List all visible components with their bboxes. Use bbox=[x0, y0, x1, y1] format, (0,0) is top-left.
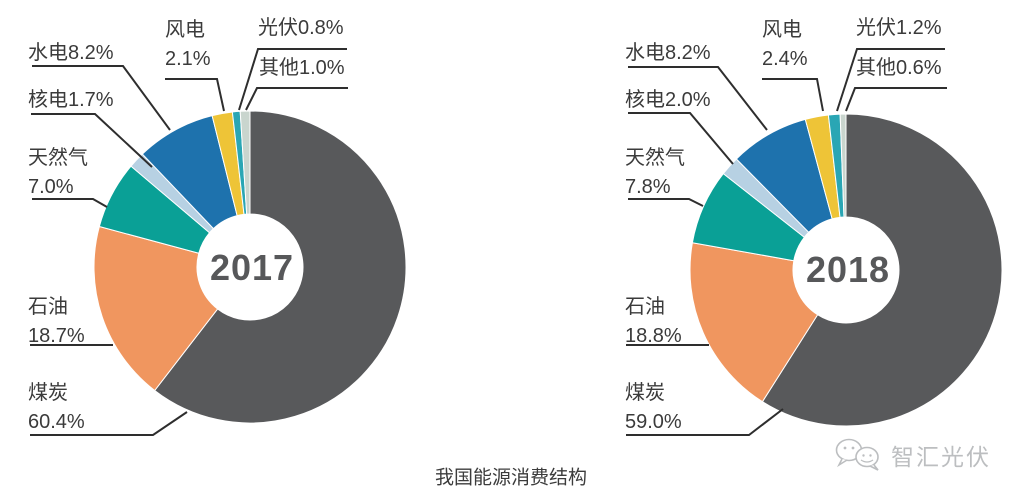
segment-percent: 2.4% bbox=[762, 48, 808, 70]
segment-percent: 2.1% bbox=[165, 48, 211, 70]
segment-name: 石油 bbox=[625, 296, 665, 318]
chart-2017-label-solar: 光伏0.8% bbox=[258, 17, 344, 39]
chart-2018-leader-line-gas bbox=[628, 198, 704, 207]
segment-name: 煤炭 bbox=[28, 382, 68, 404]
segment-name: 其他 bbox=[856, 57, 896, 79]
chart-2017-leader-line-nuclear bbox=[31, 113, 153, 168]
segment-name: 水电 bbox=[28, 42, 68, 64]
segment-percent: 18.7% bbox=[28, 325, 85, 347]
chart-2018-leader-line-other bbox=[845, 87, 947, 112]
chart-2017-slice-other bbox=[239, 110, 251, 215]
chart-2018-leader-line-wind bbox=[762, 78, 824, 112]
chart-2018-leader-line-coal bbox=[626, 408, 784, 436]
segment-name: 风电 bbox=[165, 19, 205, 41]
segment-name: 石油 bbox=[28, 296, 68, 318]
chart-2018-label-coal: 煤炭 59.0% bbox=[625, 379, 682, 437]
chart-2018-slice-coal bbox=[761, 113, 1003, 427]
chart-2017-label-gas: 天然气 7.0% bbox=[28, 144, 88, 202]
chart-2018-label-oil: 石油 18.8% bbox=[625, 293, 682, 351]
segment-name: 水电 bbox=[625, 42, 665, 64]
segment-percent: 59.0% bbox=[625, 411, 682, 433]
segment-name: 天然气 bbox=[625, 147, 685, 169]
segment-percent: 18.8% bbox=[625, 325, 682, 347]
chart-2017-leader-line-coal bbox=[30, 411, 188, 436]
chart-2018-slice-other bbox=[839, 113, 847, 218]
chart-2017-label-coal: 煤炭 60.4% bbox=[28, 379, 85, 437]
segment-name: 光伏 bbox=[258, 17, 298, 39]
chart-2017-label-nuclear: 核电1.7% bbox=[28, 89, 114, 111]
chart-2018-label-wind: 风电 2.4% bbox=[762, 16, 808, 74]
chart-2018-label-hydro: 水电8.2% bbox=[625, 42, 711, 64]
segment-name: 其他 bbox=[259, 57, 299, 79]
chart-2018-leader-line-solar bbox=[836, 48, 945, 112]
segment-name: 风电 bbox=[762, 19, 802, 41]
chart-2018-slice-oil bbox=[689, 242, 819, 403]
chart-2018-label-other: 其他0.6% bbox=[856, 57, 942, 79]
chart-2017-label-hydro: 水电8.2% bbox=[28, 42, 114, 64]
segment-name: 核电 bbox=[28, 89, 68, 111]
segment-percent: 8.2% bbox=[68, 42, 114, 64]
segment-percent: 1.0% bbox=[299, 57, 345, 79]
segment-name: 煤炭 bbox=[625, 382, 665, 404]
segment-percent: 2.0% bbox=[665, 89, 711, 111]
chart-2017-label-other: 其他1.0% bbox=[259, 57, 345, 79]
chart-2018-leader-line-nuclear bbox=[628, 112, 734, 165]
watermark-text: 智汇光伏 bbox=[891, 444, 991, 470]
segment-name: 天然气 bbox=[28, 147, 88, 169]
segment-percent: 0.6% bbox=[896, 57, 942, 79]
donut-center-year-2018: 2018 bbox=[805, 249, 891, 290]
chart-2018-label-gas: 天然气 7.8% bbox=[625, 144, 685, 202]
chart-2017-label-wind: 风电 2.1% bbox=[165, 16, 211, 74]
segment-percent: 1.7% bbox=[68, 89, 114, 111]
donut-center-year-2017: 2017 bbox=[209, 247, 295, 288]
chart-2017-slice-oil bbox=[93, 226, 219, 391]
segment-percent: 60.4% bbox=[28, 411, 85, 433]
chart-2018-label-nuclear: 核电2.0% bbox=[625, 89, 711, 111]
chart-2017-label-oil: 石油 18.7% bbox=[28, 293, 85, 351]
segment-name: 核电 bbox=[625, 89, 665, 111]
segment-percent: 7.0% bbox=[28, 176, 74, 198]
chart-2017-leader-line-wind bbox=[165, 78, 225, 112]
wechat-icon bbox=[835, 438, 879, 471]
chart-2017-slice-coal bbox=[154, 110, 407, 424]
chart-2017-leader-line-gas bbox=[32, 198, 108, 208]
segment-name: 光伏 bbox=[856, 17, 896, 39]
segment-percent: 8.2% bbox=[665, 42, 711, 64]
chart-2018-label-solar: 光伏1.2% bbox=[856, 17, 942, 39]
chart-2018-leader-line-hydro bbox=[628, 66, 768, 131]
chart-2017-leader-line-other bbox=[245, 87, 348, 111]
chart-2017-leader-line-solar bbox=[238, 48, 347, 111]
segment-percent: 0.8% bbox=[298, 17, 344, 39]
chart-title: 我国能源消费结构 bbox=[434, 467, 588, 489]
segment-percent: 1.2% bbox=[896, 17, 942, 39]
segment-percent: 7.8% bbox=[625, 176, 671, 198]
watermark: 智汇光伏 bbox=[834, 436, 991, 474]
chart-2017-leader-line-hydro bbox=[32, 65, 171, 131]
